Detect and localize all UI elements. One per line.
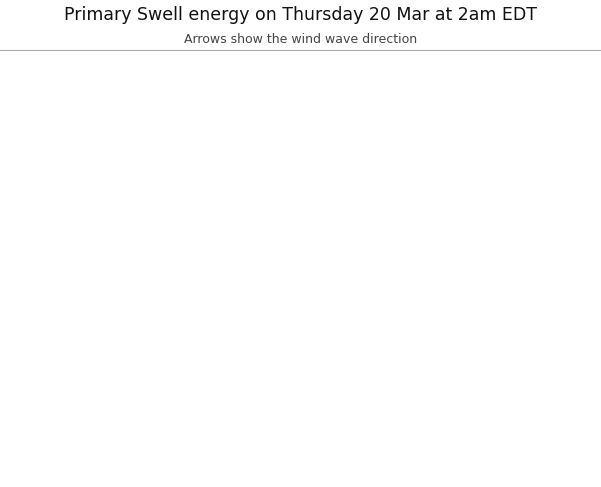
Text: cartopy required: cartopy required xyxy=(219,260,382,279)
Text: Primary Swell energy on Thursday 20 Mar at 2am EDT: Primary Swell energy on Thursday 20 Mar … xyxy=(64,6,537,24)
Text: Arrows show the wind wave direction: Arrows show the wind wave direction xyxy=(184,34,417,46)
